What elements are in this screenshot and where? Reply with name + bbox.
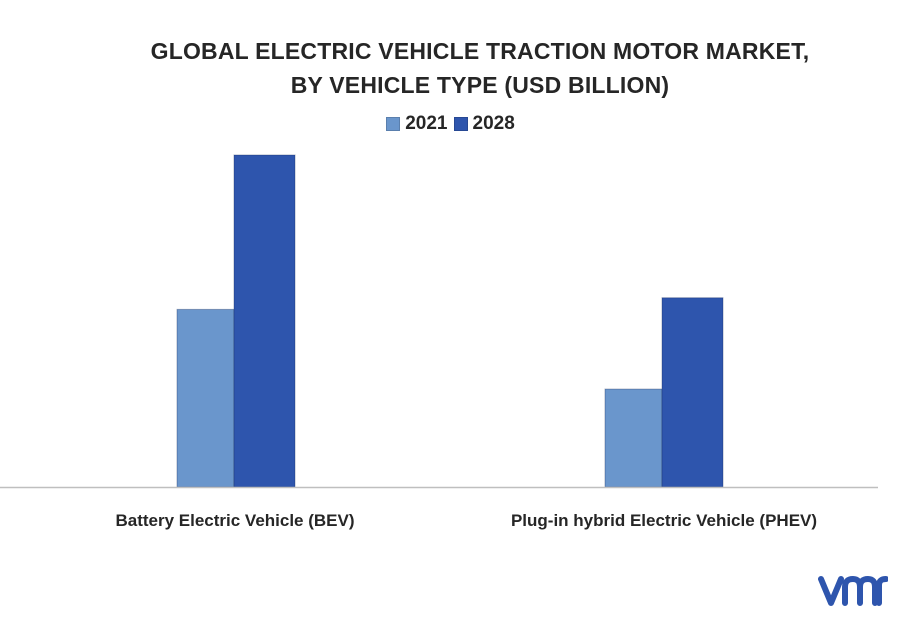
bar-2021-phev [604,388,663,488]
chart-title-line-1: GLOBAL ELECTRIC VEHICLE TRACTION MOTOR M… [150,38,810,64]
legend-swatch-2028 [453,117,468,131]
chart-title-line-2: BY VEHICLE TYPE (USD BILLION) [290,72,670,98]
bar-2028-bev [233,154,296,488]
vmr-logo [818,576,888,606]
bar-2028-phev [661,297,724,488]
chart-legend: 2021 2028 [0,113,901,135]
legend-label-2028: 2028 [472,113,515,134]
legend-item-2021: 2021 [386,113,448,135]
category-label-phev: Plug-in hybrid Electric Vehicle (PHEV) [511,511,817,530]
legend-swatch-2021 [386,117,401,131]
legend-item-2028: 2028 [453,113,515,135]
chart-title: GLOBAL ELECTRIC VEHICLE TRACTION MOTOR M… [90,34,870,102]
bar-2021-bev [176,308,235,488]
legend-label-2021: 2021 [405,113,448,134]
category-label-bev: Battery Electric Vehicle (BEV) [115,511,354,530]
